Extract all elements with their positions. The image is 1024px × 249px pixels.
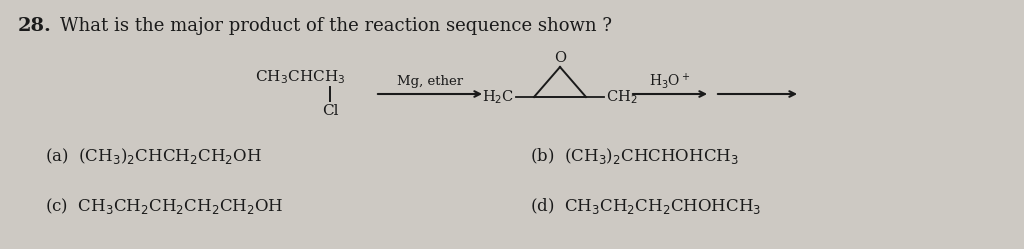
Text: (d)  CH$_3$CH$_2$CH$_2$CHOHCH$_3$: (d) CH$_3$CH$_2$CH$_2$CHOHCH$_3$ — [530, 196, 761, 216]
Text: (a)  (CH$_3$)$_2$CHCH$_2$CH$_2$OH: (a) (CH$_3$)$_2$CHCH$_2$CH$_2$OH — [45, 146, 262, 166]
Text: Cl: Cl — [322, 104, 338, 118]
Text: H$_3$O$^+$: H$_3$O$^+$ — [649, 71, 690, 91]
Text: CH$_3$CHCH$_3$: CH$_3$CHCH$_3$ — [255, 68, 345, 86]
Text: (c)  CH$_3$CH$_2$CH$_2$CH$_2$CH$_2$OH: (c) CH$_3$CH$_2$CH$_2$CH$_2$CH$_2$OH — [45, 196, 284, 216]
Text: 28.: 28. — [18, 17, 52, 35]
Text: (b)  (CH$_3$)$_2$CHCHOHCH$_3$: (b) (CH$_3$)$_2$CHCHOHCH$_3$ — [530, 146, 739, 166]
Text: H$_2$C: H$_2$C — [482, 88, 514, 106]
Text: CH$_2$: CH$_2$ — [606, 88, 638, 106]
Text: Mg, ether: Mg, ether — [397, 74, 463, 87]
Text: O: O — [554, 51, 566, 65]
Text: What is the major product of the reaction sequence shown ?: What is the major product of the reactio… — [60, 17, 612, 35]
